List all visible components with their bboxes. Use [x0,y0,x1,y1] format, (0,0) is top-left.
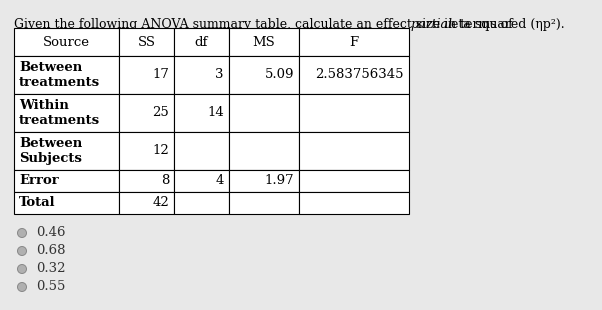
Text: 2.583756345: 2.583756345 [315,69,404,82]
Text: df: df [195,36,208,48]
Text: partial: partial [410,18,452,31]
Text: 25: 25 [152,107,169,119]
Text: 5.09: 5.09 [264,69,294,82]
Text: F: F [349,36,359,48]
Text: 12: 12 [152,144,169,157]
Text: Total: Total [19,197,55,210]
Text: 17: 17 [152,69,169,82]
Text: Source: Source [43,36,90,48]
Text: 4: 4 [216,175,224,188]
Text: Between
treatments: Between treatments [19,61,100,89]
Text: 3: 3 [216,69,224,82]
Text: MS: MS [253,36,275,48]
Text: 0.68: 0.68 [36,245,66,258]
Text: 42: 42 [152,197,169,210]
Text: 0.32: 0.32 [36,263,66,276]
Text: SS: SS [137,36,155,48]
Text: eta squared (ηp²).: eta squared (ηp²). [447,18,564,31]
Text: Given the following ANOVA summary table, calculate an effect size in terms of: Given the following ANOVA summary table,… [14,18,517,31]
Text: 0.55: 0.55 [36,281,66,294]
Text: 1.97: 1.97 [264,175,294,188]
Text: Between
Subjects: Between Subjects [19,137,82,165]
Text: Within
treatments: Within treatments [19,99,100,127]
Text: 0.46: 0.46 [36,227,66,240]
Text: 14: 14 [207,107,224,119]
Text: Error: Error [19,175,59,188]
Text: 8: 8 [161,175,169,188]
